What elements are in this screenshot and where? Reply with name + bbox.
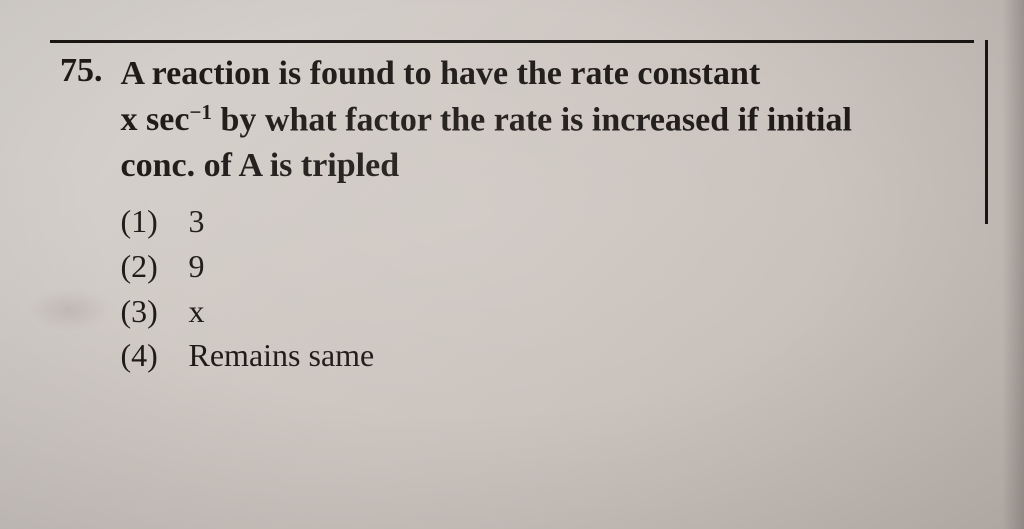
- unit-exponent: −1: [189, 100, 212, 124]
- option-2-label: (2): [121, 244, 179, 289]
- question-block: 75. A reaction is found to have the rate…: [60, 51, 964, 378]
- option-2-text: 9: [189, 244, 205, 289]
- question-body: A reaction is found to have the rate con…: [121, 51, 852, 378]
- options-list: (1) 3 (2) 9 (3) x (4) Remains same: [121, 199, 852, 378]
- right-vertical-rule: [985, 40, 988, 224]
- top-horizontal-rule: [50, 40, 974, 43]
- option-4: (4) Remains same: [121, 333, 852, 378]
- question-page: 75. A reaction is found to have the rate…: [0, 0, 1024, 398]
- option-1: (1) 3: [121, 199, 852, 244]
- option-3-label: (3): [121, 289, 179, 334]
- question-line-3: conc. of A is tripled: [121, 147, 400, 184]
- option-3: (3) x: [121, 289, 852, 334]
- option-4-text: Remains same: [189, 333, 375, 378]
- question-line-2-rest: by what factor the rate is increased if …: [220, 101, 851, 138]
- paper-smudge: [30, 290, 110, 330]
- option-2: (2) 9: [121, 244, 852, 289]
- option-1-label: (1): [121, 199, 179, 244]
- option-1-text: 3: [189, 199, 205, 244]
- option-3-text: x: [189, 289, 205, 334]
- option-4-label: (4): [121, 333, 179, 378]
- question-number: 75.: [60, 51, 103, 92]
- page-right-shadow: [1002, 0, 1024, 529]
- unit-prefix: x sec: [121, 101, 190, 138]
- question-line-1: A reaction is found to have the rate con…: [121, 55, 761, 92]
- rate-constant-unit: x sec−1: [121, 101, 221, 138]
- question-text: A reaction is found to have the rate con…: [121, 51, 852, 189]
